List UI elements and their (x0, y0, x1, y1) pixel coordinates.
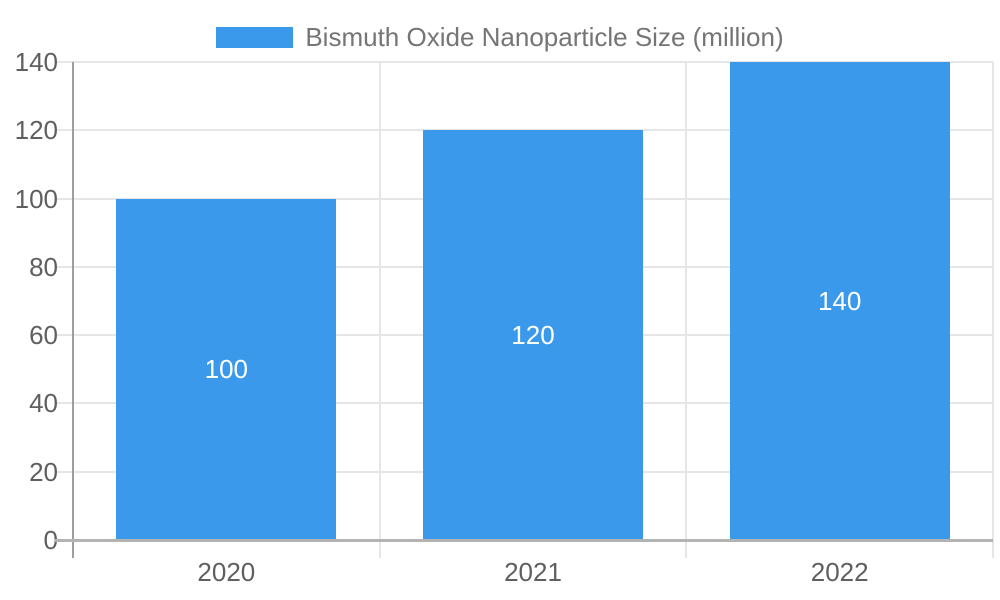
legend-label: Bismuth Oxide Nanoparticle Size (million… (305, 22, 784, 52)
bar-value-label: 120 (511, 319, 555, 350)
y-axis-line (72, 62, 74, 558)
bar-value-label: 140 (817, 285, 862, 316)
category-separator-line (685, 62, 688, 558)
bar-value-label: 100 (204, 353, 249, 384)
legend-swatch-icon (216, 27, 294, 48)
bar-2022[interactable]: 140 (729, 62, 950, 540)
y-axis-tick-label: 120 (14, 115, 58, 146)
category-separator-line (378, 62, 381, 558)
y-axis-tick-label: 100 (14, 183, 58, 214)
y-axis-tick-label: 0 (43, 525, 58, 555)
chart-legend: Bismuth Oxide Nanoparticle Size (million… (0, 22, 1000, 53)
bar-2021[interactable]: 120 (423, 130, 643, 540)
y-axis-tick-label: 20 (29, 456, 58, 487)
bar-2020[interactable]: 100 (116, 198, 337, 540)
x-axis-tick-label: 2021 (504, 557, 562, 587)
x-axis-tick-label: 2022 (810, 557, 869, 587)
gridline (55, 61, 993, 63)
x-axis-tick-label: 2020 (197, 557, 256, 587)
category-separator-line (992, 62, 994, 558)
y-axis-tick-label: 60 (29, 320, 58, 351)
y-axis-tick-label: 80 (29, 251, 58, 282)
y-axis-tick-label: 140 (14, 47, 58, 77)
x-axis-line (55, 539, 993, 542)
y-axis-tick-label: 40 (29, 388, 58, 419)
